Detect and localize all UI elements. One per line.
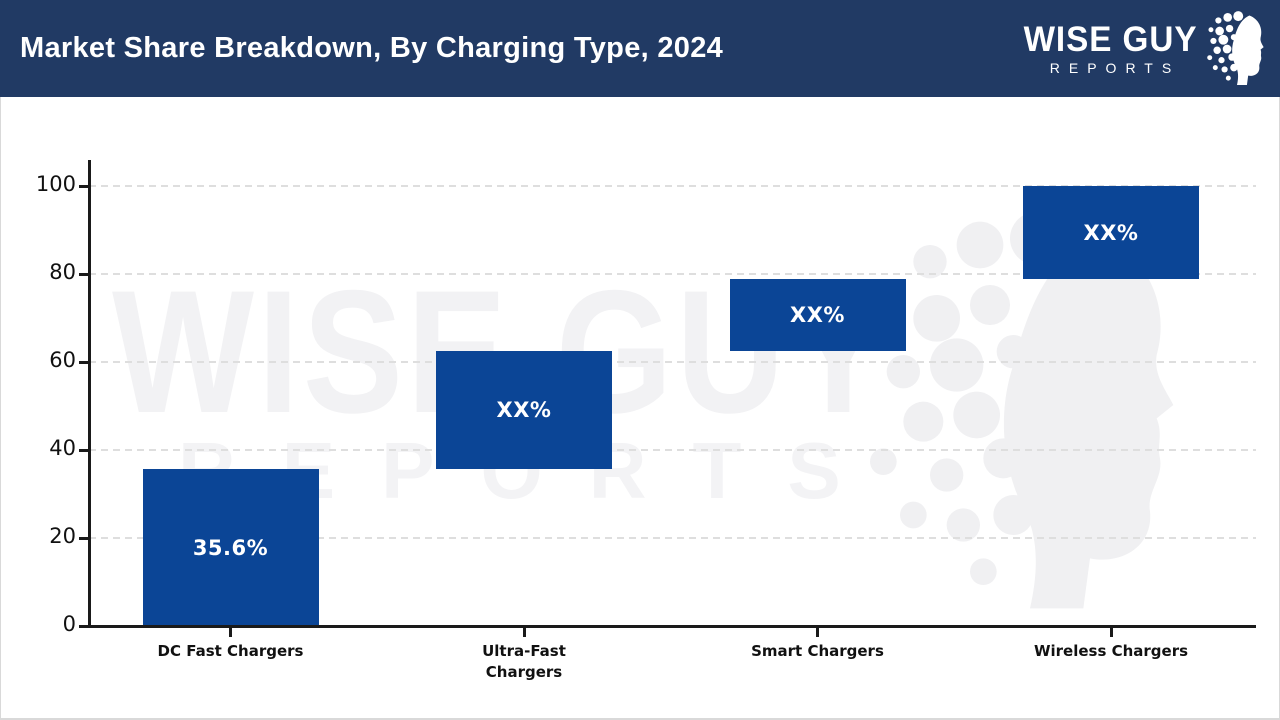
y-tick-label-40: 40 bbox=[49, 436, 76, 460]
y-tick-mark-100 bbox=[79, 185, 88, 188]
gridline-40 bbox=[89, 449, 1256, 451]
logo-subtext: REPORTS bbox=[1049, 59, 1181, 76]
category-label-1: DC Fast Chargers bbox=[157, 642, 304, 660]
y-tick-label-20: 20 bbox=[49, 524, 76, 548]
bar-value-label-1: 35.6% bbox=[192, 535, 269, 560]
bar-value-label-4: XX% bbox=[1083, 220, 1139, 245]
y-tick-label-60: 60 bbox=[49, 348, 76, 372]
bar-4: XX% bbox=[1023, 186, 1199, 280]
y-axis-line bbox=[88, 160, 91, 628]
y-tick-mark-80 bbox=[79, 273, 88, 276]
bar-2: XX% bbox=[436, 351, 612, 470]
x-tick-mark-4 bbox=[1109, 628, 1113, 637]
bar-value-label-3: XX% bbox=[790, 303, 845, 328]
gridline-100 bbox=[89, 185, 1256, 187]
category-label-3: Smart Chargers bbox=[751, 642, 884, 660]
x-tick-mark-2 bbox=[522, 628, 526, 637]
bar-1: 35.6% bbox=[142, 469, 319, 626]
page-border-left bbox=[0, 97, 1, 720]
logo-wordmark: WISE GUY bbox=[1023, 20, 1198, 60]
gridline-60 bbox=[89, 361, 1256, 363]
y-tick-mark-20 bbox=[79, 537, 88, 540]
category-label-2: Ultra-Fast Chargers bbox=[482, 642, 566, 681]
wiseguy-logo: WISE GUY REPORTS bbox=[1019, 6, 1268, 92]
y-tick-label-100: 100 bbox=[35, 172, 76, 196]
chart-title: Market Share Breakdown, By Charging Type… bbox=[20, 32, 724, 64]
category-label-4: Wireless Chargers bbox=[1033, 642, 1189, 660]
y-tick-mark-0 bbox=[79, 625, 88, 628]
x-tick-mark-1 bbox=[229, 628, 232, 637]
bar-3: XX% bbox=[729, 279, 906, 351]
y-tick-mark-60 bbox=[79, 361, 88, 364]
y-tick-label-80: 80 bbox=[49, 260, 76, 284]
gridline-20 bbox=[89, 537, 1256, 539]
y-tick-label-0: 0 bbox=[62, 612, 76, 636]
logo-text: WISE GUY REPORTS bbox=[1019, 20, 1202, 76]
page-border-bottom bbox=[0, 718, 1280, 720]
x-axis-line bbox=[88, 625, 1256, 628]
gridline-80 bbox=[89, 273, 1256, 275]
y-tick-mark-40 bbox=[79, 449, 88, 452]
bar-value-label-2: XX% bbox=[496, 398, 552, 423]
header-bar: Market Share Breakdown, By Charging Type… bbox=[0, 0, 1280, 97]
x-tick-mark-3 bbox=[816, 628, 819, 637]
logo-head-icon bbox=[1207, 11, 1264, 85]
